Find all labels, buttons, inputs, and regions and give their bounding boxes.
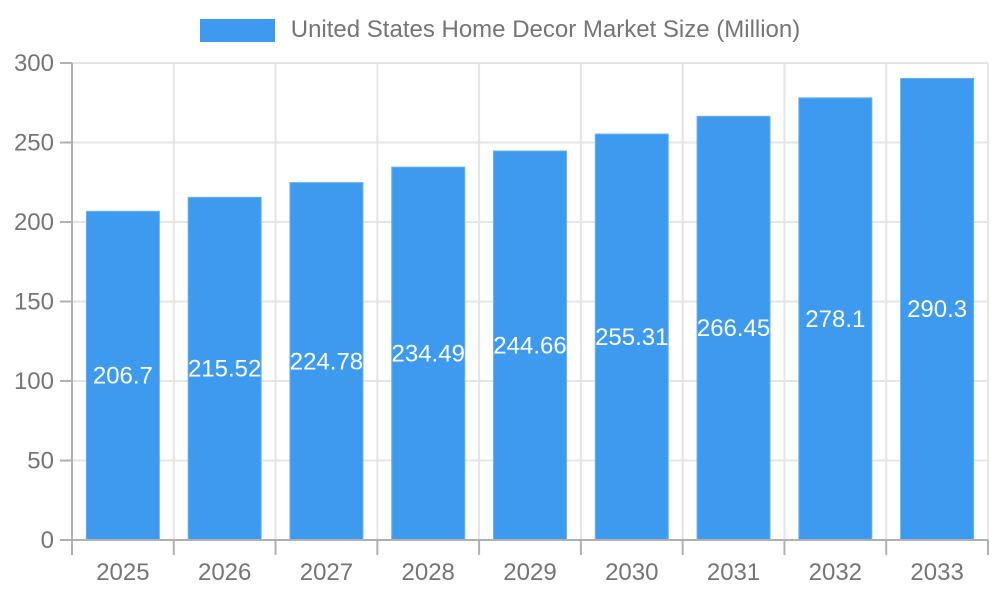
bar-value-label: 290.3 — [907, 296, 967, 323]
bar-2033[interactable] — [900, 77, 975, 541]
bar-2032[interactable] — [798, 97, 873, 541]
x-tick-label: 2025 — [96, 559, 149, 586]
legend-label: United States Home Decor Market Size (Mi… — [290, 16, 801, 43]
y-tick-label: 0 — [41, 527, 54, 554]
bar-2025[interactable] — [85, 210, 160, 541]
y-tick-label: 150 — [14, 289, 54, 316]
bar-2027[interactable] — [289, 182, 364, 541]
bar-2029[interactable] — [493, 150, 567, 541]
bar-value-label: 224.78 — [290, 348, 363, 375]
y-tick-label: 300 — [14, 50, 54, 77]
x-tick-label: 2026 — [198, 559, 251, 586]
y-tick-label: 100 — [14, 368, 54, 395]
y-tick-label: 50 — [27, 448, 54, 475]
bar-value-label: 278.1 — [805, 306, 865, 333]
x-tick-label: 2033 — [910, 559, 963, 586]
bar-2028[interactable] — [391, 166, 466, 541]
x-tick-label: 2029 — [503, 559, 556, 586]
bar-value-label: 215.52 — [188, 356, 261, 383]
x-tick-label: 2028 — [402, 559, 455, 586]
bar-2026[interactable] — [187, 196, 262, 541]
bar-value-label: 266.45 — [697, 315, 770, 342]
bar-value-label: 255.31 — [595, 324, 668, 351]
bar-value-label: 234.49 — [392, 341, 465, 368]
bar-value-label: 206.7 — [93, 363, 153, 390]
y-tick-label: 250 — [14, 130, 54, 157]
x-tick-label: 2031 — [707, 559, 760, 586]
x-tick-label: 2027 — [300, 559, 353, 586]
bar-value-label: 244.66 — [493, 332, 566, 359]
legend-item[interactable]: United States Home Decor Market Size (Mi… — [0, 16, 1000, 44]
bar-2031[interactable] — [696, 115, 771, 541]
x-tick-label: 2032 — [809, 559, 862, 586]
y-tick-label: 200 — [14, 209, 54, 236]
bar-2030[interactable] — [594, 133, 669, 541]
x-tick-label: 2030 — [605, 559, 658, 586]
legend-swatch-icon — [199, 18, 275, 42]
